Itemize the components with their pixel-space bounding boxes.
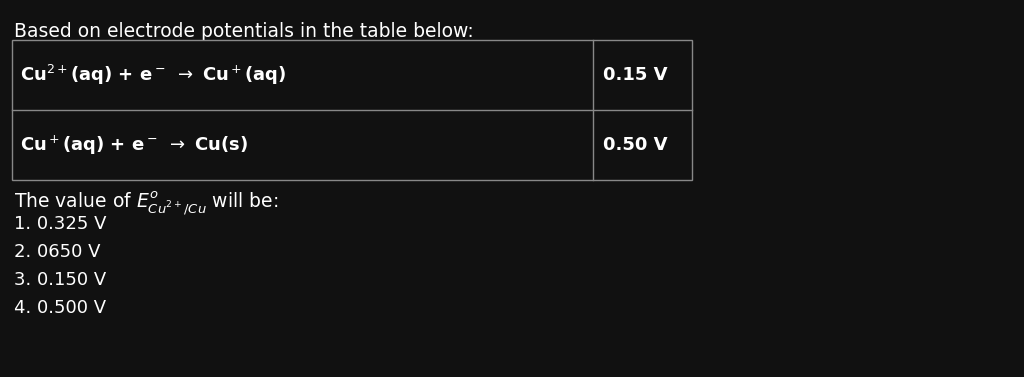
Text: 0.50 V: 0.50 V xyxy=(603,136,668,154)
Text: 3. 0.150 V: 3. 0.150 V xyxy=(14,271,106,289)
Text: Cu$^{2+}$(aq) + e$^-$ $\rightarrow$ Cu$^+$(aq): Cu$^{2+}$(aq) + e$^-$ $\rightarrow$ Cu$^… xyxy=(20,63,287,87)
Text: 2. 0650 V: 2. 0650 V xyxy=(14,243,100,261)
Text: The value of $E^{o}_{Cu^{2+}/Cu}$ will be:: The value of $E^{o}_{Cu^{2+}/Cu}$ will b… xyxy=(14,189,279,217)
Text: 1. 0.325 V: 1. 0.325 V xyxy=(14,215,106,233)
Text: 0.15 V: 0.15 V xyxy=(603,66,668,84)
Text: Based on electrode potentials in the table below:: Based on electrode potentials in the tab… xyxy=(14,22,474,41)
Bar xyxy=(12,40,692,180)
Text: 4. 0.500 V: 4. 0.500 V xyxy=(14,299,106,317)
Text: Cu$^+$(aq) + e$^-$ $\rightarrow$ Cu(s): Cu$^+$(aq) + e$^-$ $\rightarrow$ Cu(s) xyxy=(20,133,248,157)
